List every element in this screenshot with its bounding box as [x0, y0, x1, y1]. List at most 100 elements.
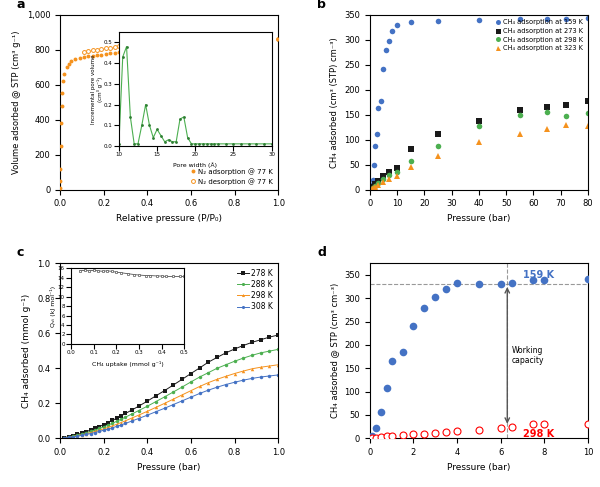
N₂ desorption @ 77 K [143, 41, 151, 47]
Text: 298 K: 298 K [523, 429, 554, 439]
278 K [95, 424, 103, 430]
CH₄ adsorption at 298 K [368, 186, 375, 191]
CH₄ adsorption at 323 K [394, 173, 401, 179]
308 K [275, 372, 282, 378]
278 K [231, 346, 238, 352]
X-axis label: Pressure (bar): Pressure (bar) [137, 463, 201, 471]
CH₄ adsorption at 159 K [407, 19, 415, 25]
Y-axis label: CH₄ adsorbed (mmol g⁻¹): CH₄ adsorbed (mmol g⁻¹) [22, 294, 31, 408]
CH₄ adsorption at 273 K [544, 104, 551, 110]
278 K [65, 434, 73, 440]
CH₄ adsorption at 159 K [584, 15, 592, 21]
Line: CH₄ adsorption at 298 K: CH₄ adsorption at 298 K [367, 110, 591, 192]
298 K [266, 363, 273, 369]
X-axis label: Relative pressure (P/P₀): Relative pressure (P/P₀) [116, 214, 222, 223]
288 K [152, 399, 160, 405]
308 K [222, 382, 229, 388]
Y-axis label: Volume adsorbed @ STP (cm³ g⁻¹): Volume adsorbed @ STP (cm³ g⁻¹) [12, 30, 21, 174]
CH₄ adsorption at 273 K [475, 118, 482, 124]
288 K [275, 346, 282, 352]
N₂ adsorption @ 77 K [111, 50, 118, 56]
288 K [179, 384, 186, 390]
278 K [205, 359, 212, 365]
CH₄ adsorption at 323 K [563, 122, 570, 128]
CH₄ adsorption at 298 K [380, 176, 387, 182]
CH₄ adsorption at 159 K [544, 16, 551, 21]
N₂ adsorption @ 77 K [187, 40, 194, 46]
278 K [196, 365, 203, 371]
278 K [239, 342, 247, 348]
308 K [231, 379, 238, 385]
298 K [109, 423, 116, 429]
CH₄ adsorption at 298 K [475, 123, 482, 129]
CH₄ adsorption at 298 K [544, 109, 551, 115]
278 K [87, 427, 94, 433]
308 K [118, 422, 125, 428]
308 K [179, 398, 186, 404]
298 K [91, 429, 98, 434]
Line: CH₄ adsorption at 323 K: CH₄ adsorption at 323 K [367, 122, 591, 192]
308 K [257, 374, 265, 380]
298 K [187, 388, 194, 393]
298 K [65, 434, 73, 440]
298 K [161, 400, 169, 406]
288 K [109, 420, 116, 426]
278 K [113, 415, 121, 421]
CH₄ adsorption at 159 K [385, 38, 392, 44]
N₂ desorption @ 77 K [166, 40, 173, 46]
278 K [214, 355, 221, 360]
298 K [128, 415, 136, 421]
N₂ adsorption @ 77 K [56, 178, 64, 184]
298 K [100, 426, 107, 432]
CH₄ adsorption at 159 K [434, 18, 442, 23]
N₂ adsorption @ 77 K [59, 78, 67, 84]
308 K [205, 387, 212, 393]
X-axis label: Pressure (bar): Pressure (bar) [447, 214, 511, 223]
308 K [214, 384, 221, 390]
288 K [266, 348, 273, 354]
278 K [122, 411, 129, 416]
298 K [179, 392, 186, 398]
Line: 308 K: 308 K [62, 373, 280, 440]
CH₄ adsorption at 159 K [516, 16, 523, 22]
308 K [70, 434, 77, 440]
278 K [257, 337, 265, 343]
CH₄ adsorption at 298 K [407, 158, 415, 164]
Line: CH₄ adsorption at 159 K: CH₄ adsorption at 159 K [367, 15, 591, 191]
288 K [257, 350, 265, 356]
CH₄ adsorption at 298 K [584, 110, 592, 116]
CH₄ adsorption at 159 K [368, 182, 375, 187]
N₂ adsorption @ 77 K [135, 47, 142, 53]
N₂ adsorption @ 77 K [143, 45, 151, 51]
278 K [266, 334, 273, 340]
CH₄ adsorption at 323 K [584, 123, 592, 129]
X-axis label: Pressure (bar): Pressure (bar) [447, 463, 511, 471]
308 K [61, 435, 68, 441]
308 K [161, 405, 169, 411]
308 K [91, 430, 98, 435]
N₂ desorption @ 77 K [198, 38, 205, 44]
N₂ adsorption @ 77 K [176, 41, 184, 47]
CH₄ adsorption at 323 K [385, 176, 392, 182]
278 K [109, 417, 116, 423]
CH₄ adsorption at 323 K [434, 153, 442, 159]
CH₄ adsorption at 273 K [563, 102, 570, 108]
CH₄ adsorption at 298 K [516, 112, 523, 117]
278 K [118, 413, 125, 419]
CH₄ adsorption at 273 K [407, 146, 415, 151]
N₂ adsorption @ 77 K [61, 71, 68, 77]
308 K [109, 425, 116, 431]
CH₄ adsorption at 273 K [584, 98, 592, 104]
N₂ adsorption @ 77 K [242, 37, 249, 43]
288 K [70, 433, 77, 439]
CH₄ adsorption at 159 K [380, 66, 387, 72]
N₂ desorption @ 77 K [263, 36, 271, 42]
CH₄ adsorption at 323 K [544, 126, 551, 131]
278 K [100, 422, 107, 428]
288 K [61, 435, 68, 441]
Text: a: a [16, 0, 25, 11]
N₂ adsorption @ 77 K [128, 48, 136, 54]
N₂ desorption @ 77 K [107, 45, 114, 51]
CH₄ adsorption at 298 K [371, 183, 379, 188]
Line: N₂ adsorption @ 77 K: N₂ adsorption @ 77 K [58, 37, 280, 190]
